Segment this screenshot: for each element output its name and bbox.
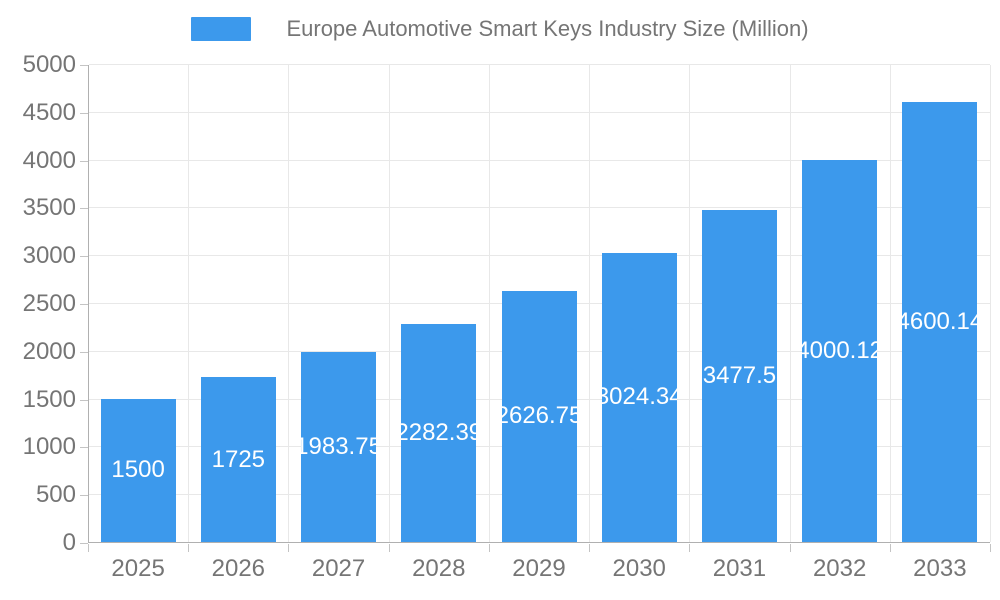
x-gridline — [188, 65, 190, 542]
bar-2028: 2282.39 — [401, 323, 477, 542]
y-tick-mark — [80, 160, 88, 162]
x-tick-label: 2033 — [913, 555, 967, 582]
bar-value-label: 4600.14 — [902, 308, 978, 336]
y-gridline — [89, 255, 990, 257]
x-gridline — [288, 65, 290, 542]
bar-value-label: 3477.5 — [702, 361, 777, 389]
x-tick-mark — [889, 544, 891, 552]
y-tick-mark — [80, 543, 88, 544]
y-tick-label: 4500 — [22, 98, 76, 126]
y-gridline — [89, 207, 990, 209]
legend-swatch — [191, 17, 252, 41]
x-tick-label: 2031 — [712, 555, 767, 582]
x-gridline — [889, 65, 891, 542]
legend[interactable]: Europe Automotive Smart Keys Industry Si… — [0, 15, 1000, 43]
x-gridline — [789, 65, 791, 542]
bar-value-label: 4000.12 — [802, 336, 878, 364]
y-tick-label: 0 — [62, 529, 76, 556]
y-tick-mark — [80, 112, 88, 114]
bar-2031: 3477.5 — [701, 209, 777, 542]
y-tick-mark — [80, 208, 88, 210]
y-tick-mark — [80, 256, 88, 258]
y-tick-label: 2500 — [22, 290, 76, 317]
y-tick-label: 3500 — [22, 194, 76, 222]
x-tick-label: 2029 — [512, 555, 566, 582]
bar-value-label: 2626.75 — [501, 402, 577, 430]
y-tick-mark — [80, 399, 88, 401]
bar-2033: 4600.14 — [902, 102, 978, 542]
y-tick-mark — [80, 65, 88, 66]
x-gridline — [388, 65, 390, 542]
y-tick-mark — [80, 447, 88, 449]
x-gridline — [488, 65, 490, 542]
x-tick-mark — [789, 544, 791, 552]
x-tick-label: 2030 — [612, 555, 666, 582]
y-tick-label: 1000 — [22, 433, 76, 461]
x-tick-label: 2027 — [311, 555, 366, 582]
x-tick-label: 2026 — [211, 555, 266, 582]
bar-value-label: 1983.75 — [301, 433, 377, 461]
y-tick-label: 3000 — [22, 242, 76, 270]
bar-value-label: 1500 — [111, 456, 165, 484]
y-tick-label: 4000 — [22, 146, 76, 174]
x-tick-mark — [488, 544, 490, 552]
y-tick-label: 1500 — [22, 385, 76, 413]
bar-value-label: 2282.39 — [401, 418, 477, 446]
x-tick-label: 2032 — [812, 555, 867, 582]
x-tick-label: 2028 — [412, 555, 466, 582]
y-tick-label: 2000 — [22, 337, 76, 365]
bar-value-label: 1725 — [211, 445, 266, 473]
legend-label: Europe Automotive Smart Keys Industry Si… — [286, 16, 809, 41]
x-tick-mark — [589, 544, 591, 552]
x-tick-label: 2025 — [111, 555, 165, 582]
x-tick-mark — [88, 544, 89, 552]
y-gridline — [89, 64, 990, 65]
bar-2030: 3024.34 — [601, 252, 677, 542]
x-gridline — [689, 65, 691, 542]
y-tick-mark — [80, 495, 88, 497]
x-tick-mark — [388, 544, 390, 552]
x-tick-mark — [288, 544, 290, 552]
y-tick-label: 500 — [35, 481, 76, 509]
bar-value-label: 3024.34 — [601, 383, 677, 411]
y-tick-mark — [80, 351, 88, 353]
x-gridline — [589, 65, 591, 542]
x-tick-mark — [990, 544, 991, 552]
bar-2029: 2626.75 — [501, 290, 577, 542]
bar-2025: 1500 — [100, 398, 176, 542]
y-gridline — [89, 159, 990, 161]
bar-2032: 4000.12 — [802, 159, 878, 542]
y-tick-label: 5000 — [22, 51, 76, 78]
bar-2026: 1725 — [200, 377, 276, 542]
bar-2027: 1983.75 — [301, 352, 377, 542]
y-gridline — [89, 111, 990, 113]
x-tick-mark — [689, 544, 691, 552]
x-tick-mark — [188, 544, 190, 552]
plot-area: 1500 1725 1983.75 2282.39 2626.75 3024.34 3477… — [88, 64, 991, 543]
y-tick-mark — [80, 304, 88, 305]
x-gridline — [990, 65, 991, 542]
